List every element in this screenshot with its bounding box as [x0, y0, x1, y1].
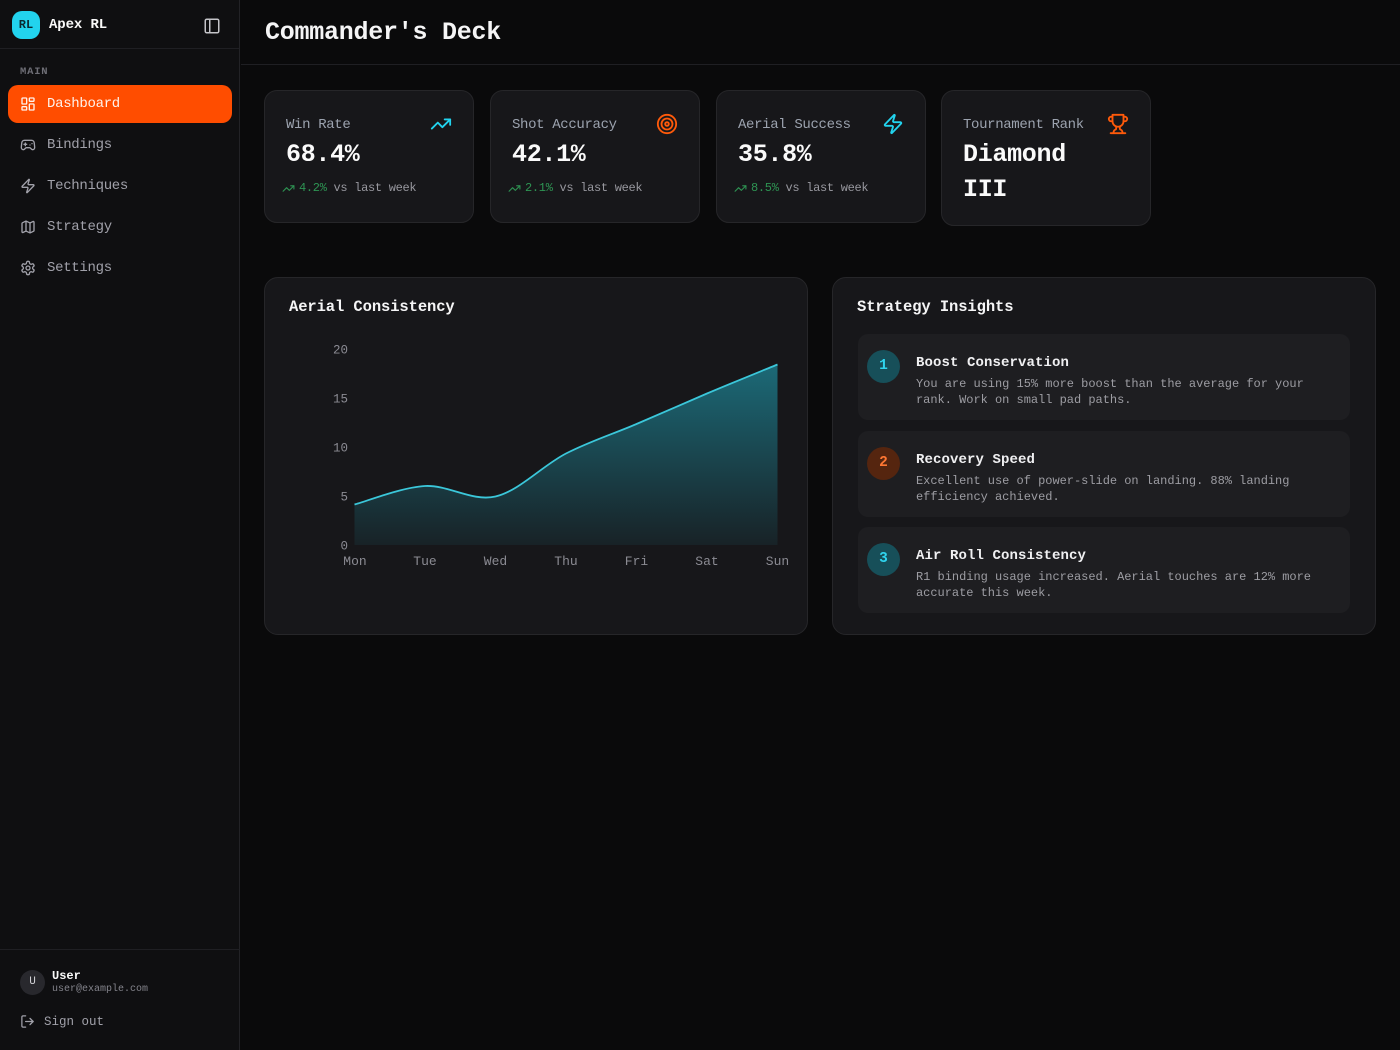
svg-text:Fri: Fri — [625, 554, 649, 569]
svg-text:20: 20 — [333, 344, 348, 358]
svg-text:Sat: Sat — [695, 554, 718, 569]
svg-text:5: 5 — [340, 491, 348, 505]
svg-text:15: 15 — [333, 393, 348, 407]
svg-text:Wed: Wed — [484, 554, 507, 569]
svg-text:0: 0 — [340, 540, 348, 554]
svg-text:Thu: Thu — [554, 554, 577, 569]
svg-text:Tue: Tue — [413, 554, 436, 569]
svg-text:Mon: Mon — [343, 554, 366, 569]
svg-text:10: 10 — [333, 442, 348, 456]
svg-text:Sun: Sun — [766, 554, 789, 569]
